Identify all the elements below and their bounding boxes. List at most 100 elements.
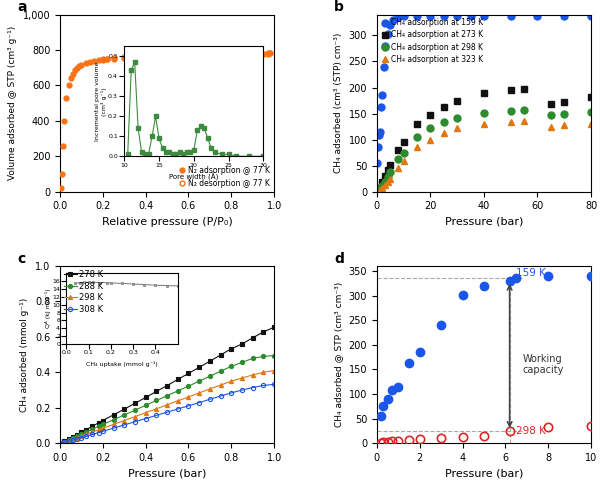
278 K bbox=[74, 432, 81, 438]
N₂ adsorption @ 77 K bbox=[74, 65, 81, 71]
288 K bbox=[196, 378, 203, 384]
X-axis label: Relative pressure (P/P₀): Relative pressure (P/P₀) bbox=[101, 217, 232, 227]
CH₄ adsorption at 159 K bbox=[374, 145, 382, 150]
308 K bbox=[82, 433, 89, 439]
298 K bbox=[238, 375, 245, 381]
288 K bbox=[110, 417, 117, 423]
278 K bbox=[249, 335, 256, 341]
N₂ adsorption @ 77 K bbox=[185, 53, 192, 59]
N₂ desorption @ 77 K bbox=[142, 54, 149, 60]
CH₄ adsorption at 273 K bbox=[400, 139, 407, 145]
Text: 298 K: 298 K bbox=[516, 426, 546, 436]
N₂ desorption @ 77 K bbox=[264, 51, 271, 56]
CH₄ adsorption at 273 K bbox=[507, 87, 514, 93]
278 K bbox=[163, 383, 170, 389]
Legend: CH₄ adsorption at 159 K, CH₄ adsorption at 273 K, CH₄ adsorption at 298 K, CH₄ a: CH₄ adsorption at 159 K, CH₄ adsorption … bbox=[381, 19, 483, 64]
CH₄ adsorption at 323 K bbox=[560, 122, 568, 128]
CH₄ adsorption at 159 K bbox=[587, 13, 595, 19]
CH₄ adsorption at 159 K bbox=[467, 13, 474, 19]
N₂ desorption @ 77 K bbox=[153, 54, 160, 60]
N₂ adsorption @ 77 K bbox=[58, 185, 65, 191]
308 K bbox=[174, 406, 181, 412]
N₂ adsorption @ 77 K bbox=[251, 52, 259, 57]
298 K bbox=[78, 433, 85, 439]
CH₄ adsorption at 273 K bbox=[440, 104, 448, 110]
CH₄ adsorption at 273 K bbox=[520, 86, 527, 92]
288 K bbox=[121, 412, 128, 418]
308 K bbox=[89, 431, 96, 437]
288 K bbox=[217, 368, 224, 374]
CH₄ adsorption at 273 K bbox=[386, 162, 394, 168]
N₂ adsorption @ 77 K bbox=[264, 51, 271, 56]
278 K bbox=[271, 324, 278, 330]
278 K bbox=[95, 420, 102, 426]
278 K bbox=[153, 389, 160, 394]
278 K bbox=[185, 371, 192, 376]
298 K bbox=[89, 429, 96, 435]
CH₄ adsorption at 159 K bbox=[534, 13, 541, 19]
288 K bbox=[95, 423, 102, 429]
CH₄ adsorption at 323 K bbox=[384, 179, 391, 185]
278 K bbox=[110, 412, 117, 418]
298 K bbox=[82, 431, 89, 437]
X-axis label: Pressure (bar): Pressure (bar) bbox=[128, 468, 206, 478]
Line: CH₄ adsorption at 298 K: CH₄ adsorption at 298 K bbox=[376, 107, 595, 192]
308 K bbox=[110, 425, 117, 431]
CH₄ adsorption at 298 K bbox=[560, 111, 568, 116]
278 K bbox=[89, 423, 96, 429]
CH₄ adsorption at 273 K bbox=[376, 185, 383, 190]
CH₄ adsorption at 298 K bbox=[587, 109, 595, 115]
N₂ desorption @ 77 K bbox=[266, 50, 274, 56]
Text: a: a bbox=[17, 0, 26, 14]
CH₄ adsorption at 298 K bbox=[384, 174, 391, 180]
Line: N₂ desorption @ 77 K: N₂ desorption @ 77 K bbox=[100, 51, 272, 61]
N₂ adsorption @ 77 K bbox=[110, 56, 117, 61]
308 K bbox=[238, 387, 245, 393]
308 K bbox=[65, 438, 72, 444]
CH₄ adsorption at 273 K bbox=[427, 112, 434, 117]
N₂ adsorption @ 77 K bbox=[206, 53, 214, 58]
N₂ adsorption @ 77 K bbox=[196, 53, 203, 58]
N₂ adsorption @ 77 K bbox=[153, 54, 160, 59]
CH₄ adsorption at 159 K bbox=[374, 160, 381, 166]
298 K bbox=[95, 427, 102, 433]
Y-axis label: Volume adsorbed @ STP (cm³ g⁻¹): Volume adsorbed @ STP (cm³ g⁻¹) bbox=[8, 26, 17, 180]
298 K bbox=[61, 439, 68, 445]
278 K bbox=[69, 434, 76, 440]
298 K bbox=[121, 417, 128, 423]
288 K bbox=[131, 407, 139, 413]
Line: 288 K: 288 K bbox=[58, 354, 276, 445]
288 K bbox=[61, 439, 68, 445]
CH₄ adsorption at 159 K bbox=[507, 13, 514, 19]
N₂ desorption @ 77 K bbox=[260, 51, 267, 56]
288 K bbox=[78, 431, 85, 437]
278 K bbox=[56, 440, 64, 446]
278 K bbox=[260, 329, 267, 335]
CH₄ adsorption at 159 K bbox=[560, 13, 568, 19]
N₂ adsorption @ 77 K bbox=[76, 63, 83, 69]
308 K bbox=[61, 439, 68, 445]
CH₄ adsorption at 159 K bbox=[377, 104, 385, 110]
N₂ desorption @ 77 K bbox=[247, 52, 254, 57]
Y-axis label: CH₄ adsorbed @ STP (cm³ cm⁻³): CH₄ adsorbed @ STP (cm³ cm⁻³) bbox=[334, 282, 343, 427]
N₂ desorption @ 77 K bbox=[227, 52, 235, 58]
CH₄ adsorption at 323 K bbox=[395, 166, 402, 171]
X-axis label: Pressure (bar): Pressure (bar) bbox=[445, 468, 523, 478]
CH₄ adsorption at 298 K bbox=[376, 186, 383, 192]
CH₄ adsorption at 298 K bbox=[547, 112, 554, 117]
N₂ desorption @ 77 K bbox=[251, 51, 259, 57]
CH₄ adsorption at 159 K bbox=[386, 22, 394, 28]
N₂ adsorption @ 77 K bbox=[266, 50, 274, 56]
N₂ desorption @ 77 K bbox=[256, 51, 263, 57]
CH₄ adsorption at 298 K bbox=[382, 179, 389, 185]
CH₄ adsorption at 273 K bbox=[384, 167, 391, 173]
298 K bbox=[196, 390, 203, 396]
308 K bbox=[95, 430, 102, 435]
N₂ desorption @ 77 K bbox=[110, 55, 117, 61]
CH₄ adsorption at 159 K bbox=[454, 13, 461, 19]
278 K bbox=[142, 394, 149, 400]
N₂ adsorption @ 77 K bbox=[131, 54, 139, 60]
Text: b: b bbox=[334, 0, 344, 14]
N₂ adsorption @ 77 K bbox=[163, 53, 170, 59]
298 K bbox=[185, 394, 192, 400]
